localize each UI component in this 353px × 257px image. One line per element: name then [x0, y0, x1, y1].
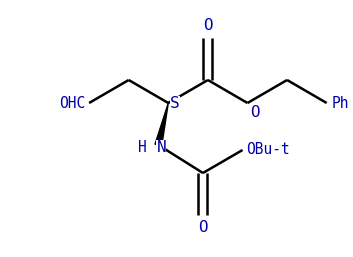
Text: H: H [138, 140, 146, 154]
Text: S: S [170, 96, 180, 111]
Text: O: O [203, 18, 213, 33]
Text: N: N [156, 140, 166, 154]
Text: OBu-t: OBu-t [246, 142, 290, 158]
Text: O: O [251, 105, 260, 120]
Text: Ph: Ph [331, 96, 349, 111]
Polygon shape [155, 103, 168, 146]
Text: OHC: OHC [59, 96, 85, 111]
Text: O: O [198, 220, 208, 235]
